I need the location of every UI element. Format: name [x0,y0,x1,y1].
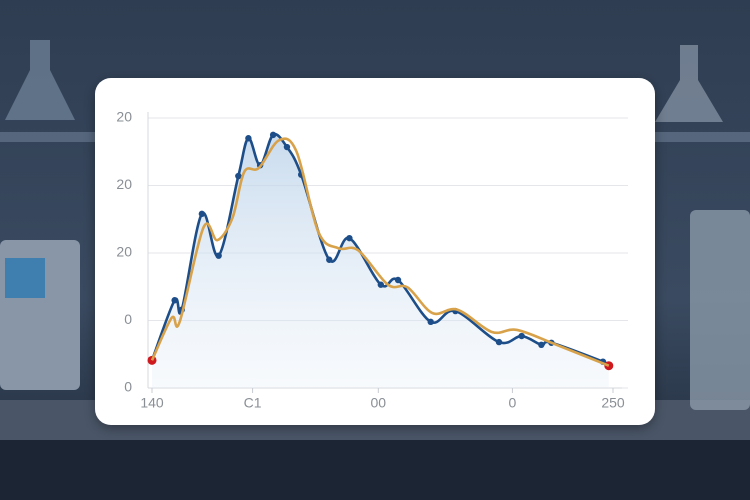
cabinet [0,440,750,500]
marker [198,210,206,218]
line [150,137,610,367]
marker [518,332,525,340]
x-tick-label: 140 [140,395,164,411]
marker [171,297,178,304]
y-tick-label: 20 [116,244,132,260]
flask [655,45,723,122]
x-tick-label: 250 [601,395,625,411]
y-tick-label: 20 [116,176,132,192]
x-tick-label: 0 [509,395,517,411]
x-tick-label: 00 [371,395,387,411]
y-tick-label: 0 [124,311,132,327]
marker [326,256,333,263]
marker [235,172,242,180]
y-tick-label: 20 [116,109,132,125]
marker [495,338,503,346]
marker [346,234,353,242]
microscope [690,210,750,410]
marker [215,252,222,259]
y-tick-label: 0 [124,379,132,395]
marker [269,131,277,139]
flask [5,40,75,120]
marker [283,143,291,151]
marker [394,276,402,284]
marker [377,281,385,288]
marker [245,135,252,142]
area [152,134,610,388]
instrument-screen [5,258,45,298]
marker [538,341,545,348]
marker [427,318,434,326]
x-tick-label: C1 [244,395,262,411]
